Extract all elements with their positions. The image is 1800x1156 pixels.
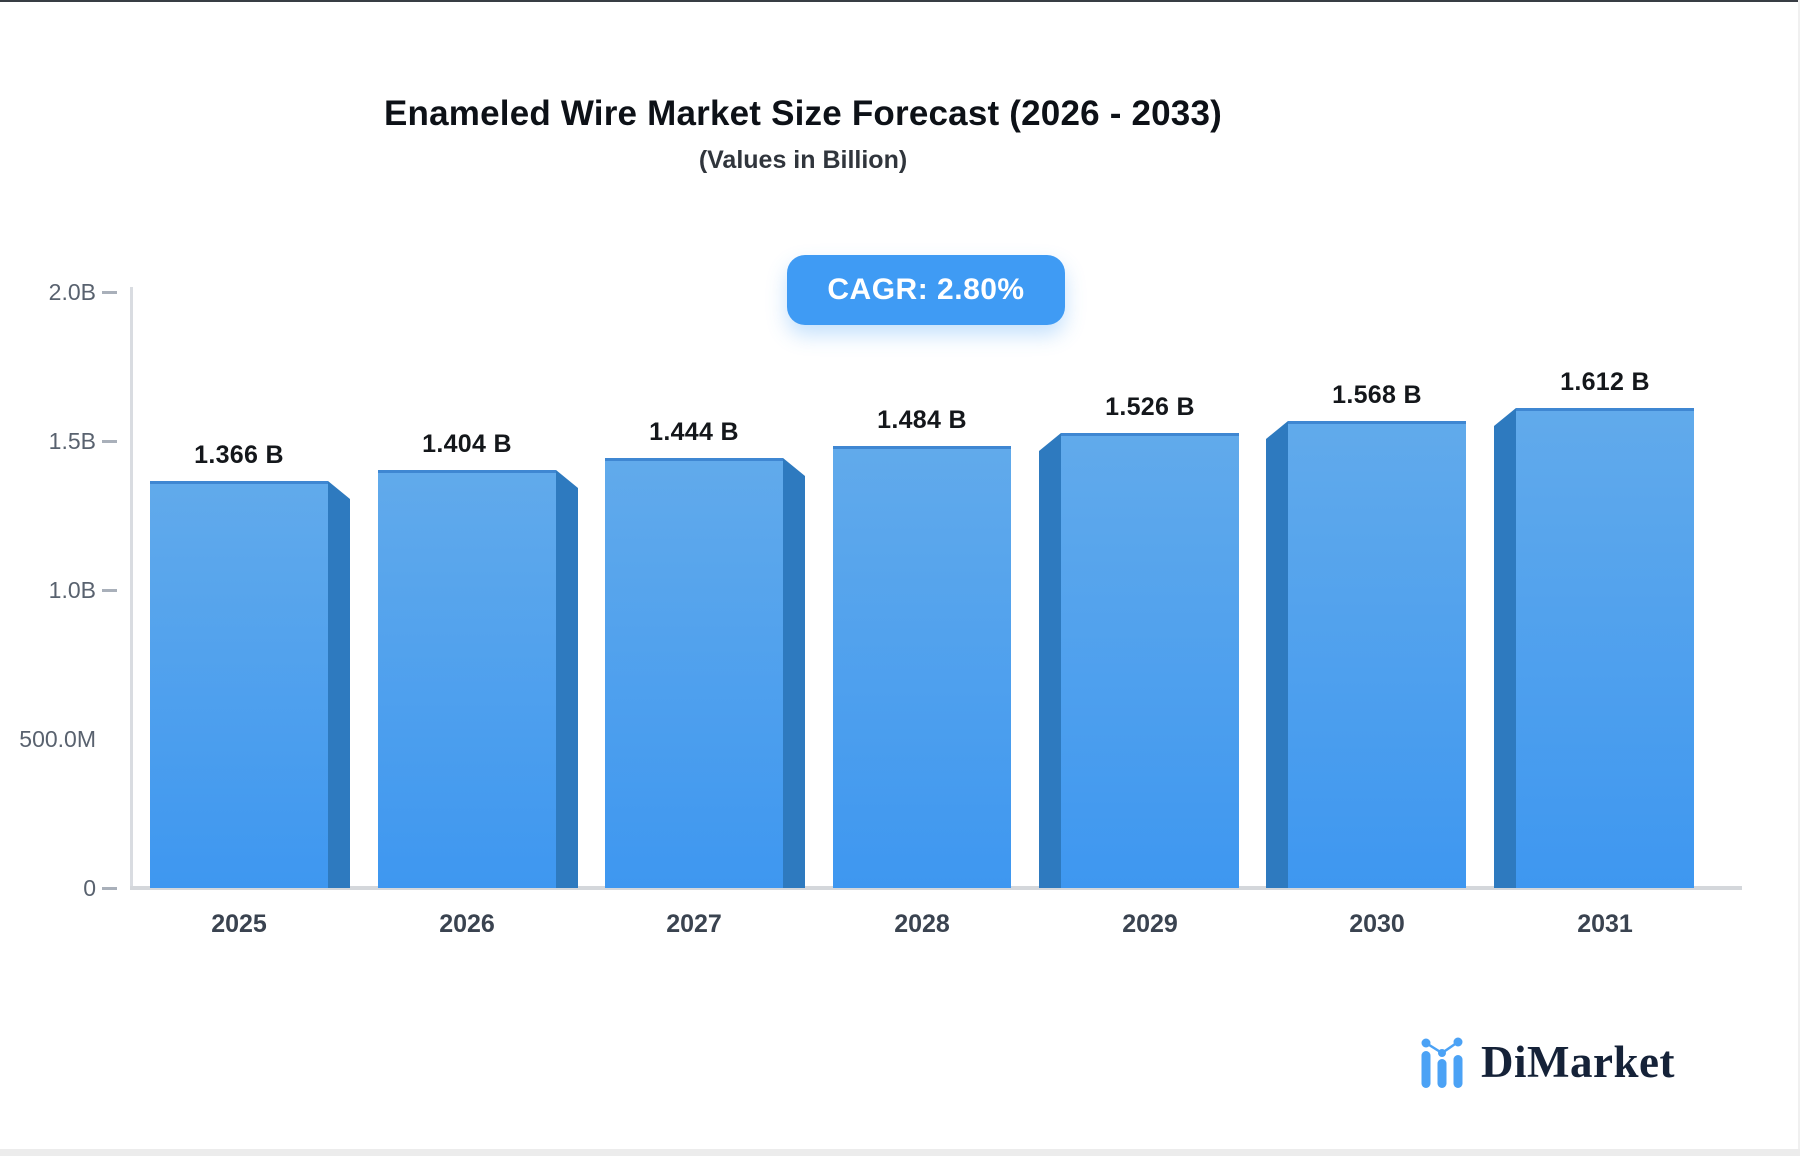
bar-side-2030 bbox=[1266, 421, 1288, 888]
bar-2028 bbox=[833, 446, 1011, 888]
brand-logo-text: DiMarket bbox=[1481, 1037, 1675, 1087]
x-axis-label-2027: 2027 bbox=[666, 910, 722, 938]
bar-2027 bbox=[605, 458, 783, 888]
bar-side-2029 bbox=[1039, 433, 1061, 888]
bar-2029 bbox=[1061, 433, 1239, 888]
bar-side-2027 bbox=[783, 458, 805, 888]
brand-logo: DiMarket bbox=[1421, 1036, 1675, 1088]
plot-area: 2.0B 1.5B 1.0B 500.0M 0 1.366 B 1.404 B 1.444 … bbox=[19, 279, 1742, 938]
chart-subtitle: (Values in Billion) bbox=[698, 146, 908, 174]
bar-value-label-2025: 1.366 B bbox=[194, 441, 284, 469]
bar-chart-logo-icon bbox=[1421, 1037, 1463, 1088]
cagr-badge-label: CAGR: 2.80% bbox=[827, 273, 1025, 306]
bar-value-label-2030: 1.568 B bbox=[1332, 381, 1422, 409]
y-tick-label-1.0B: 1.0B bbox=[48, 577, 96, 603]
x-axis-label-2031: 2031 bbox=[1577, 910, 1633, 938]
bar-value-label-2031: 1.612 B bbox=[1560, 368, 1650, 396]
y-tick-dash-0 bbox=[102, 886, 117, 890]
top-border bbox=[0, 0, 1800, 2]
y-axis-line bbox=[130, 287, 133, 890]
bar-2025 bbox=[150, 481, 328, 888]
x-axis-label-2029: 2029 bbox=[1122, 910, 1178, 938]
x-axis-label-2030: 2030 bbox=[1349, 910, 1405, 938]
bar-side-2031 bbox=[1494, 408, 1516, 888]
y-tick-label-500.0M: 500.0M bbox=[19, 726, 96, 752]
bar-value-label-2026: 1.404 B bbox=[422, 430, 512, 458]
y-tick-label-1.5B: 1.5B bbox=[48, 428, 96, 454]
bar-side-2026 bbox=[556, 470, 578, 888]
bar-side-2025 bbox=[328, 481, 350, 888]
chart-title: Enameled Wire Market Size Forecast (2026… bbox=[384, 94, 1222, 133]
bar-2030 bbox=[1288, 421, 1466, 888]
y-tick-dash-1.5B bbox=[102, 439, 117, 443]
y-tick-label-0: 0 bbox=[83, 875, 96, 901]
y-tick-dash-2.0B bbox=[102, 290, 117, 294]
cagr-badge: CAGR: 2.80% bbox=[787, 255, 1065, 325]
bar-2031 bbox=[1516, 408, 1694, 888]
x-axis-label-2025: 2025 bbox=[211, 910, 267, 938]
x-axis-line bbox=[130, 886, 1742, 890]
x-axis-label-2026: 2026 bbox=[439, 910, 495, 938]
y-tick-dash-1.0B bbox=[102, 588, 117, 592]
bar-value-label-2029: 1.526 B bbox=[1105, 393, 1195, 421]
bar-2026 bbox=[378, 470, 556, 888]
bottom-strip bbox=[0, 1149, 1800, 1156]
bar-value-label-2028: 1.484 B bbox=[877, 406, 967, 434]
y-tick-label-2.0B: 2.0B bbox=[48, 279, 96, 305]
right-border bbox=[1798, 0, 1800, 1156]
bar-value-label-2027: 1.444 B bbox=[649, 418, 739, 446]
x-axis-label-2028: 2028 bbox=[894, 910, 950, 938]
